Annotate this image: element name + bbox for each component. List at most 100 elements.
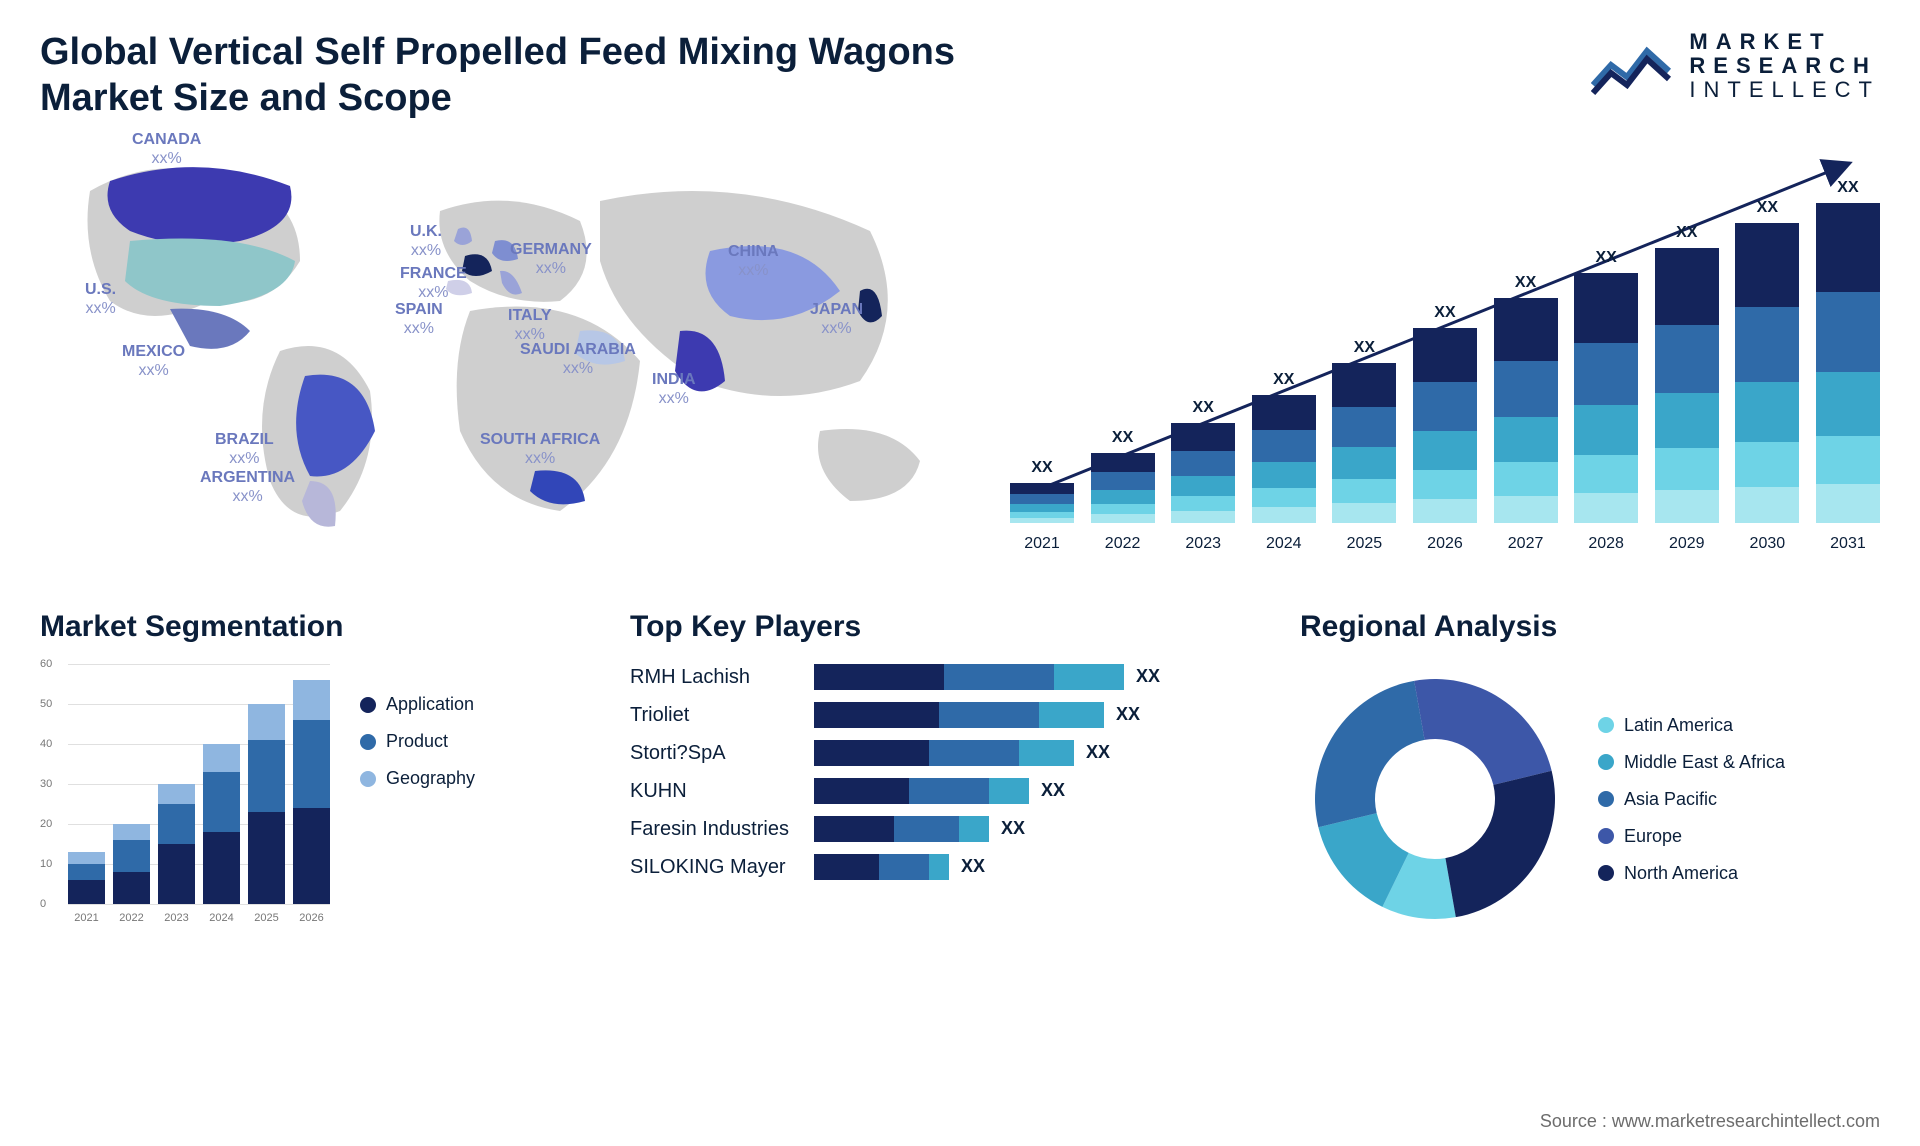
growth-bar-2026: XX — [1413, 304, 1477, 523]
player-value: XX — [1086, 742, 1110, 763]
world-map: CANADAxx% U.S.xx%MEXICOxx% BRAZILxx%ARGENT… — [40, 131, 980, 551]
growth-bar-2028: XX — [1574, 249, 1638, 523]
seg-bar-2021 — [68, 852, 105, 904]
region-legend-item: North America — [1598, 863, 1785, 884]
region-legend-item: Europe — [1598, 826, 1785, 847]
player-name: Trioliet — [630, 704, 800, 727]
player-value: XX — [1116, 704, 1140, 725]
map-label-saudiarabia: SAUDI ARABIAxx% — [520, 341, 636, 378]
growth-chart: XX XX XX XX XX XX XX XX XX XX XX 2021 2022 2023 2024 2… — [1010, 143, 1880, 563]
growth-bar-2027: XX — [1494, 274, 1558, 523]
map-label-brazil: BRAZILxx% — [215, 431, 274, 468]
map-label-mexico: MEXICOxx% — [122, 343, 185, 380]
map-label-china: CHINAxx% — [728, 243, 779, 280]
growth-bar-label: XX — [1193, 399, 1214, 417]
player-value: XX — [1001, 818, 1025, 839]
regional-title: Regional Analysis — [1300, 610, 1880, 644]
map-label-japan: JAPANxx% — [810, 301, 863, 338]
segmentation-chart: 0102030405060202120222023202420252026 — [40, 664, 330, 924]
player-row: Storti?SpA XX — [630, 740, 1230, 766]
seg-legend-item: Geography — [360, 768, 475, 789]
growth-bar-label: XX — [1112, 429, 1133, 447]
map-label-argentina: ARGENTINAxx% — [200, 469, 295, 506]
growth-bar-label: XX — [1273, 371, 1294, 389]
growth-year-label: 2029 — [1655, 535, 1719, 553]
donut-slice-north-america — [1445, 771, 1555, 917]
page-title: Global Vertical Self Propelled Feed Mixi… — [40, 30, 1010, 121]
player-row: RMH Lachish XX — [630, 664, 1230, 690]
players-panel: Top Key Players RMH LachishXXTriolietXXS… — [630, 610, 1230, 934]
player-row: Faresin Industries XX — [630, 816, 1230, 842]
growth-bar-2025: XX — [1332, 339, 1396, 523]
map-label-southafrica: SOUTH AFRICAxx% — [480, 431, 600, 468]
growth-bar-label: XX — [1837, 179, 1858, 197]
segmentation-legend: Application Product Geography — [360, 694, 475, 924]
seg-bar-2024 — [203, 744, 240, 904]
growth-year-label: 2023 — [1171, 535, 1235, 553]
growth-year-label: 2028 — [1574, 535, 1638, 553]
map-country-canada — [108, 167, 292, 244]
player-name: KUHN — [630, 780, 800, 803]
logo-line1: MARKET — [1689, 30, 1880, 54]
map-label-france: FRANCExx% — [400, 265, 467, 302]
logo-line2: RESEARCH — [1689, 54, 1880, 78]
growth-bar-label: XX — [1434, 304, 1455, 322]
region-legend-item: Latin America — [1598, 715, 1785, 736]
growth-year-label: 2022 — [1091, 535, 1155, 553]
donut-slice-europe — [1414, 679, 1551, 785]
player-name: Storti?SpA — [630, 742, 800, 765]
player-value: XX — [1041, 780, 1065, 801]
growth-bar-2030: XX — [1735, 199, 1799, 523]
player-name: RMH Lachish — [630, 666, 800, 689]
growth-bar-label: XX — [1676, 224, 1697, 242]
map-label-us: U.S.xx% — [85, 281, 116, 318]
map-label-italy: ITALYxx% — [508, 307, 552, 344]
growth-bar-2031: XX — [1816, 179, 1880, 523]
growth-bar-label: XX — [1595, 249, 1616, 267]
seg-bar-2026 — [293, 680, 330, 904]
logo-line3: INTELLECT — [1689, 78, 1880, 102]
growth-bar-2024: XX — [1252, 371, 1316, 523]
map-label-spain: SPAINxx% — [395, 301, 443, 338]
seg-bar-2022 — [113, 824, 150, 904]
player-value: XX — [961, 856, 985, 877]
source-citation: Source : www.marketresearchintellect.com — [1540, 1111, 1880, 1132]
seg-legend-item: Application — [360, 694, 475, 715]
seg-bar-2025 — [248, 704, 285, 904]
player-name: SILOKING Mayer — [630, 856, 800, 879]
donut-slice-asia-pacific — [1315, 681, 1425, 827]
growth-year-label: 2024 — [1252, 535, 1316, 553]
region-legend-item: Middle East & Africa — [1598, 752, 1785, 773]
regional-donut — [1300, 664, 1570, 934]
growth-bar-2029: XX — [1655, 224, 1719, 523]
player-row: KUHN XX — [630, 778, 1230, 804]
growth-bar-2021: XX — [1010, 459, 1074, 523]
region-legend-item: Asia Pacific — [1598, 789, 1785, 810]
regional-panel: Regional Analysis Latin America Middle Ea… — [1300, 610, 1880, 934]
map-label-india: INDIAxx% — [652, 371, 696, 408]
player-row: Trioliet XX — [630, 702, 1230, 728]
segmentation-panel: Market Segmentation 01020304050602021202… — [40, 610, 560, 934]
regional-legend: Latin America Middle East & Africa Asia Pa… — [1598, 715, 1785, 884]
map-label-canada: CANADAxx% — [132, 131, 201, 168]
player-value: XX — [1136, 666, 1160, 687]
growth-bar-2022: XX — [1091, 429, 1155, 523]
growth-bar-2023: XX — [1171, 399, 1235, 523]
seg-bar-2023 — [158, 784, 195, 904]
growth-year-label: 2031 — [1816, 535, 1880, 553]
map-label-germany: GERMANYxx% — [510, 241, 592, 278]
players-title: Top Key Players — [630, 610, 1230, 644]
player-row: SILOKING Mayer XX — [630, 854, 1230, 880]
logo-icon — [1591, 37, 1675, 95]
growth-year-label: 2021 — [1010, 535, 1074, 553]
seg-legend-item: Product — [360, 731, 475, 752]
growth-bar-label: XX — [1515, 274, 1536, 292]
segmentation-title: Market Segmentation — [40, 610, 560, 644]
growth-year-label: 2030 — [1735, 535, 1799, 553]
growth-year-label: 2025 — [1332, 535, 1396, 553]
brand-logo: MARKET RESEARCH INTELLECT — [1591, 30, 1880, 103]
growth-year-label: 2026 — [1413, 535, 1477, 553]
map-label-uk: U.K.xx% — [410, 223, 442, 260]
growth-bar-label: XX — [1757, 199, 1778, 217]
player-name: Faresin Industries — [630, 818, 800, 841]
